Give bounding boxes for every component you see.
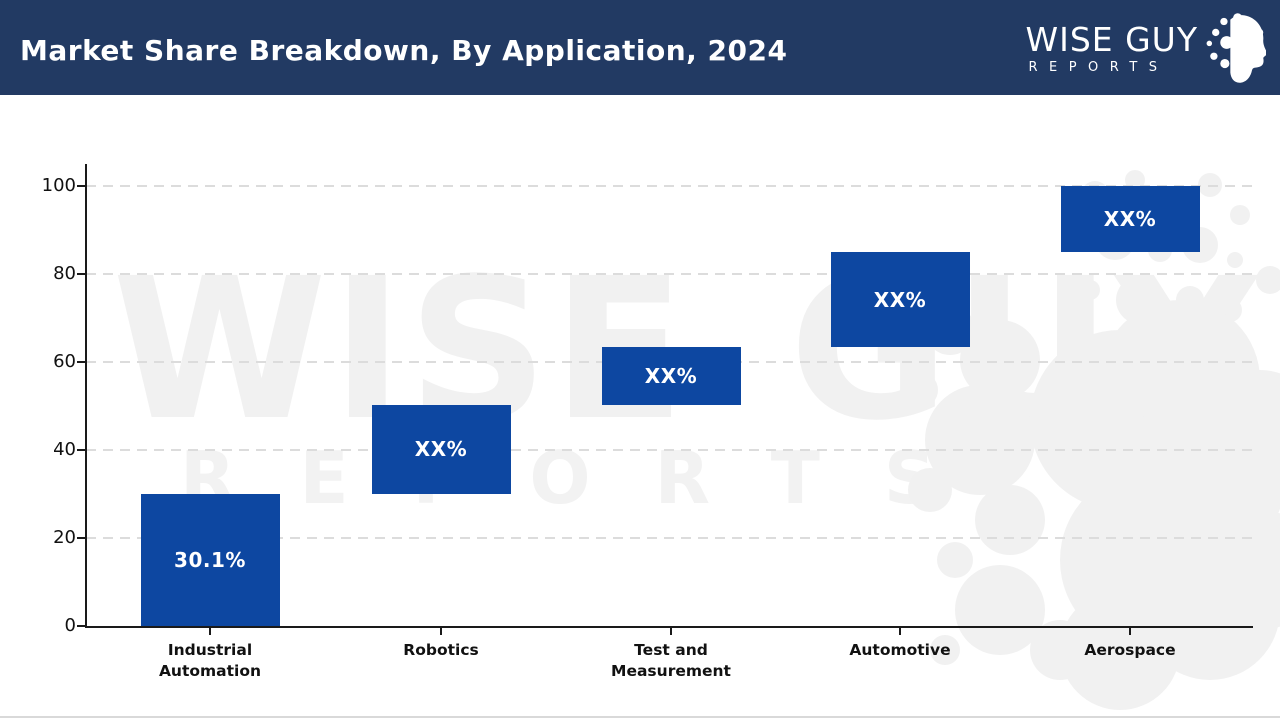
bar: XX% — [1060, 186, 1200, 252]
x-tick-mark — [440, 628, 442, 635]
logo-primary-text: WISE GUY — [1025, 19, 1198, 59]
y-tick-label: 20 — [53, 527, 76, 548]
y-tick-mark — [77, 449, 85, 451]
bar-value-label: 30.1% — [174, 547, 246, 572]
y-tick-mark — [77, 361, 85, 363]
x-axis-category-line: Industrial — [167, 641, 253, 659]
x-axis-category-label: Industrial Automation — [100, 640, 320, 682]
x-tick-mark — [209, 628, 211, 635]
bar: XX% — [371, 405, 511, 494]
logo-text: WISE GUY REPORTS — [1025, 19, 1198, 75]
logo-face-icon — [1206, 13, 1266, 83]
x-tick-mark — [899, 628, 901, 635]
bar: XX% — [601, 347, 741, 406]
y-tick-label: 80 — [53, 263, 76, 284]
x-axis-category-line: Measurement — [611, 662, 731, 680]
x-axis-category-line: Automotive — [849, 641, 951, 659]
y-tick-label: 0 — [64, 615, 76, 636]
y-tick-label: 60 — [53, 351, 76, 372]
x-axis-category-line: Aerospace — [1084, 641, 1176, 659]
y-tick-mark — [77, 273, 85, 275]
x-tick-mark — [1129, 628, 1131, 635]
y-tick-label: 100 — [41, 175, 76, 196]
y-axis-line — [85, 164, 87, 628]
x-axis-category-line: Test and — [634, 641, 708, 659]
bottom-divider — [0, 716, 1280, 718]
bar-value-label: XX% — [414, 437, 468, 462]
gridline — [86, 449, 1256, 451]
header-bar: Market Share Breakdown, By Application, … — [0, 0, 1280, 95]
gridline — [86, 537, 1256, 539]
logo-secondary-text: REPORTS — [1028, 59, 1169, 75]
y-tick-mark — [77, 537, 85, 539]
x-axis-category-line: Automation — [158, 662, 262, 680]
bar: 30.1% — [140, 493, 280, 626]
watermark-text-secondary: REPORTS — [180, 436, 1000, 520]
x-axis-line — [85, 626, 1253, 628]
gridline — [86, 273, 1256, 275]
x-axis-category-label: Aerospace — [1020, 640, 1240, 661]
x-axis-category-label: Automotive — [790, 640, 1010, 661]
x-axis-category-line: Robotics — [403, 641, 479, 659]
page-title: Market Share Breakdown, By Application, … — [20, 34, 788, 67]
gridline — [86, 185, 1256, 187]
bar-value-label: XX% — [1103, 207, 1157, 231]
y-tick-mark — [77, 625, 85, 627]
y-tick-label: 40 — [53, 439, 76, 460]
x-tick-mark — [670, 628, 672, 635]
x-axis-category-label: Test and Measurement — [561, 640, 781, 682]
bar: XX% — [830, 252, 970, 348]
bar-value-label: XX% — [873, 287, 927, 312]
y-tick-mark — [77, 185, 85, 187]
wise-guy-logo: WISE GUY REPORTS — [1025, 6, 1266, 90]
bar-value-label: XX% — [644, 364, 698, 389]
x-axis-category-label: Robotics — [331, 640, 551, 661]
